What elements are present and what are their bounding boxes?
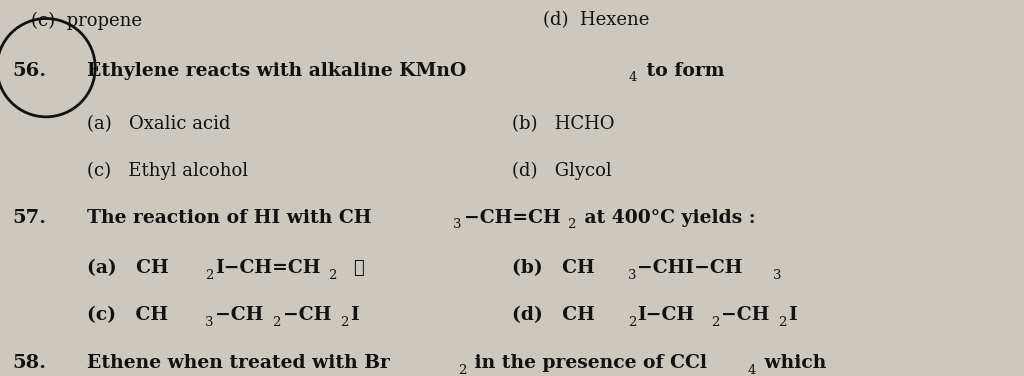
Text: which: which [758,354,826,372]
Text: 2: 2 [458,364,466,376]
Text: (d)   Glycol: (d) Glycol [512,162,611,180]
Text: (b)   HCHO: (b) HCHO [512,115,614,133]
Text: 2: 2 [205,269,213,282]
Text: −CH=CH: −CH=CH [464,209,560,227]
Text: 2: 2 [711,316,719,329]
Text: 4: 4 [629,71,637,85]
Text: (c)   Ethyl alcohol: (c) Ethyl alcohol [87,162,248,180]
Text: in the presence of CCl: in the presence of CCl [468,354,707,372]
Text: (c)  propene: (c) propene [31,11,141,30]
Text: −CH: −CH [283,306,331,324]
Text: 2: 2 [328,269,336,282]
Text: −CH: −CH [215,306,263,324]
Text: 2: 2 [272,316,281,329]
Text: (c)   CH: (c) CH [87,306,168,324]
Text: −CH: −CH [721,306,769,324]
Text: 2: 2 [778,316,786,329]
Text: 3: 3 [628,269,636,282]
Text: The reaction of HI with CH: The reaction of HI with CH [87,209,372,227]
Text: Ethene when treated with Br: Ethene when treated with Br [87,354,390,372]
Text: (a)   Oxalic acid: (a) Oxalic acid [87,115,230,133]
Text: 3: 3 [205,316,213,329]
Text: Ethylene reacts with alkaline KMnO: Ethylene reacts with alkaline KMnO [87,62,466,80]
Text: 2: 2 [567,218,575,231]
Text: I: I [788,306,798,324]
Text: (b)   CH: (b) CH [512,259,595,277]
Text: to form: to form [640,62,725,80]
Text: I−CH: I−CH [637,306,694,324]
Text: 58.: 58. [12,354,46,372]
Text: (d)   CH: (d) CH [512,306,595,324]
Text: 3: 3 [773,269,781,282]
Text: (a)   CH: (a) CH [87,259,169,277]
Text: I: I [350,306,359,324]
Text: 57.: 57. [12,209,46,227]
Text: 2: 2 [340,316,348,329]
Text: ✓: ✓ [353,259,364,277]
Text: 3: 3 [453,218,461,231]
Text: −CHI−CH: −CHI−CH [637,259,742,277]
Text: 2: 2 [628,316,636,329]
Text: at 400°C yields :: at 400°C yields : [578,209,756,227]
Text: I−CH=CH: I−CH=CH [215,259,321,277]
Text: 4: 4 [748,364,756,376]
Text: (d)  Hexene: (d) Hexene [543,11,649,29]
Text: 56.: 56. [12,62,46,80]
